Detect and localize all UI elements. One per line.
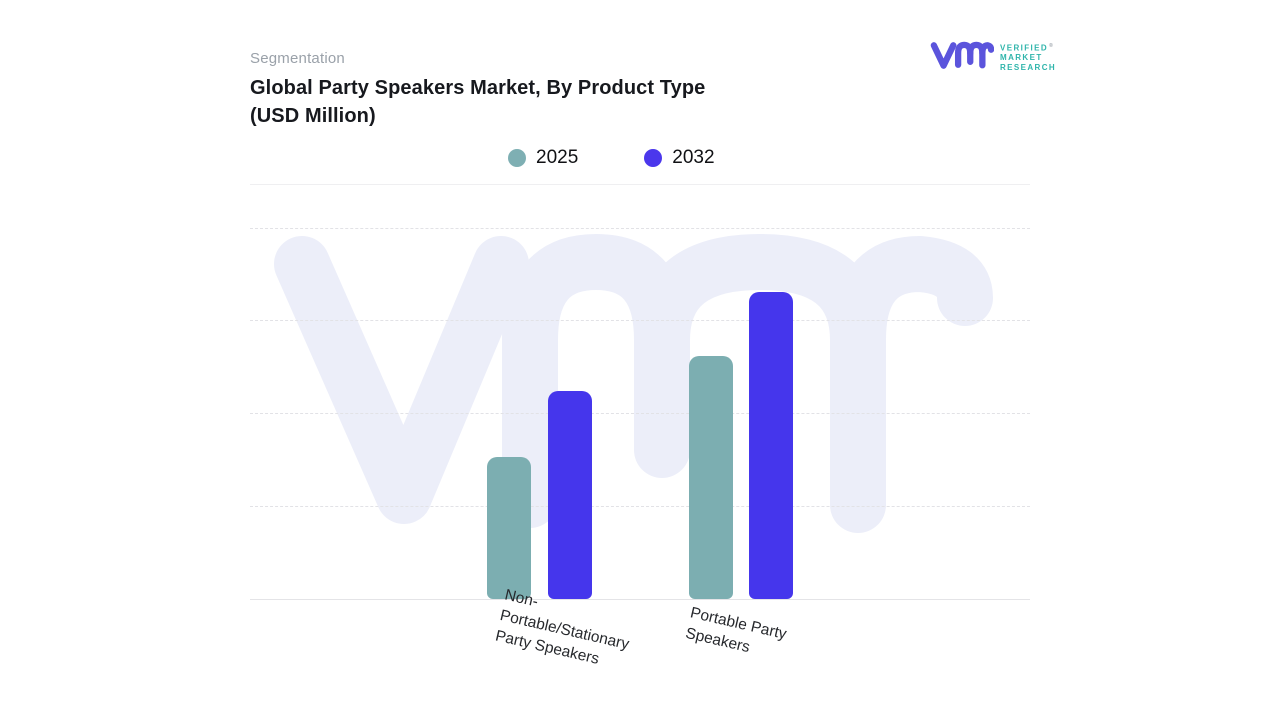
bar-2025-portable	[689, 356, 733, 599]
chart-title-line1: Global Party Speakers Market, By Product…	[250, 77, 706, 99]
brand-word-market: MARKET	[1000, 53, 1043, 63]
legend-label-2032: 2032	[672, 147, 715, 168]
plot-area	[250, 222, 1030, 600]
bar-2025-non-portable-stationary	[487, 457, 531, 599]
gridline	[250, 228, 1030, 229]
vmr-logo-icon	[930, 41, 994, 69]
brand-word-research: RESEARCH	[1000, 62, 1057, 72]
x-axis-label-portable: Portable Party Speakers	[683, 604, 789, 657]
legend-swatch-2032	[644, 149, 663, 167]
legend-swatch-2025	[508, 149, 526, 167]
registered-trademark-icon: ®	[1049, 43, 1053, 49]
chart-eyebrow: Segmentation	[250, 50, 345, 67]
brand-logo: VERIFIED® MARKET RESEARCH	[930, 38, 1056, 74]
gridline	[250, 413, 1030, 414]
bar-2032-non-portable-stationary	[548, 391, 592, 599]
header-divider	[250, 184, 1030, 185]
chart-legend: 2025 2032	[508, 147, 715, 169]
gridline	[250, 506, 1030, 507]
chart-title: Global Party Speakers Market, By Product…	[250, 74, 705, 130]
x-axis-line	[250, 599, 1030, 600]
bar-2032-portable	[749, 292, 793, 599]
legend-label-2025: 2025	[536, 147, 579, 168]
legend-item-2025[interactable]: 2025	[508, 147, 578, 169]
legend-item-2032[interactable]: 2032	[644, 147, 715, 169]
brand-wordmark: VERIFIED® MARKET RESEARCH	[1000, 42, 1056, 72]
gridline	[250, 320, 1030, 321]
chart-title-line2: (USD Million)	[250, 105, 376, 127]
brand-word-verified: VERIFIED	[1000, 43, 1049, 53]
